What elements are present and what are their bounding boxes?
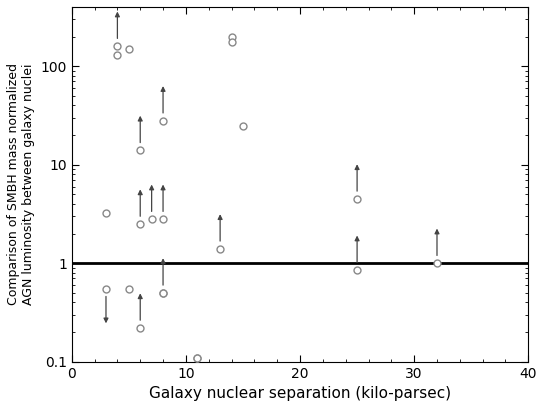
- X-axis label: Galaxy nuclear separation (kilo-parsec): Galaxy nuclear separation (kilo-parsec): [149, 386, 451, 401]
- Y-axis label: Comparison of SMBH mass normalized
AGN luminosity between galaxy nuclei: Comparison of SMBH mass normalized AGN l…: [7, 63, 35, 305]
